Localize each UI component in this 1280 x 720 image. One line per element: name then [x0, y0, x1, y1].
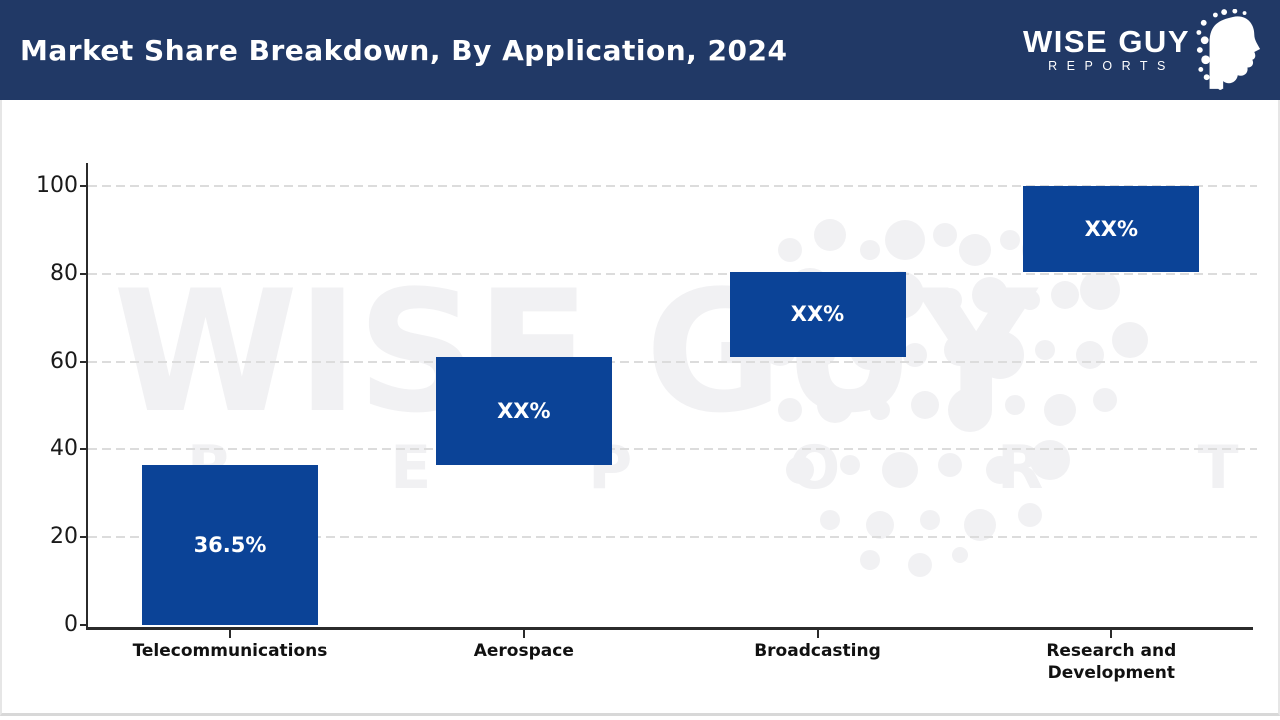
- logo-text: WISE GUY REPORTS: [1023, 26, 1190, 74]
- y-gridline: [88, 272, 1257, 275]
- x-axis-tick: [522, 630, 525, 638]
- bar-value-label: XX%: [1084, 217, 1139, 242]
- x-axis-tick: [229, 630, 231, 638]
- x-category-label: Broadcasting: [754, 641, 881, 661]
- y-tick-label: 80: [50, 260, 78, 286]
- y-axis-tick: [80, 185, 88, 188]
- y-gridline: [88, 360, 1257, 363]
- x-category-label: Aerospace: [473, 641, 574, 661]
- x-axis-tick: [816, 630, 819, 638]
- y-tick-label: 20: [50, 523, 78, 549]
- bar-value-label: XX%: [497, 398, 551, 423]
- plot-area: 0 20 40 60 80 100 36.5% Telecommunications XX% Ae…: [0, 100, 1280, 720]
- x-category-label: Research and Development: [1046, 641, 1177, 684]
- x-axis-tick: [1110, 630, 1113, 638]
- y-axis-tick: [80, 360, 88, 363]
- x-category-label: Telecommunications: [132, 641, 328, 661]
- bar-segment: 36.5%: [142, 464, 318, 625]
- x-axis-line: [86, 627, 1253, 630]
- y-gridline: [88, 185, 1257, 188]
- logo-subtext: REPORTS: [1048, 58, 1175, 73]
- y-tick-label: 0: [64, 611, 78, 637]
- y-axis-tick: [80, 623, 88, 626]
- bar-segment: XX%: [729, 271, 906, 358]
- bar-segment: XX%: [1023, 186, 1200, 272]
- header-bar: Market Share Breakdown, By Application, …: [0, 0, 1280, 100]
- y-tick-label: 100: [36, 173, 78, 199]
- bar-segment: XX%: [435, 357, 612, 465]
- y-axis-tick: [80, 272, 88, 275]
- y-tick-label: 40: [50, 436, 78, 462]
- bar-value-label: 36.5%: [193, 532, 267, 557]
- y-axis-tick: [80, 448, 88, 451]
- bar-value-label: XX%: [790, 302, 845, 327]
- wise-guy-logo: WISE GUY REPORTS: [1023, 8, 1264, 92]
- watermark-subtext: REPORTS: [187, 433, 1280, 503]
- y-axis-tick: [80, 535, 88, 538]
- dotted-head-icon: [1196, 9, 1261, 90]
- y-axis-line: [86, 163, 88, 630]
- page-title: Market Share Breakdown, By Application, …: [20, 33, 788, 67]
- y-tick-label: 60: [50, 348, 78, 374]
- y-gridline: [88, 448, 1257, 451]
- logo-wordmark: WISE GUY: [1022, 24, 1190, 60]
- y-gridline: [88, 535, 1257, 538]
